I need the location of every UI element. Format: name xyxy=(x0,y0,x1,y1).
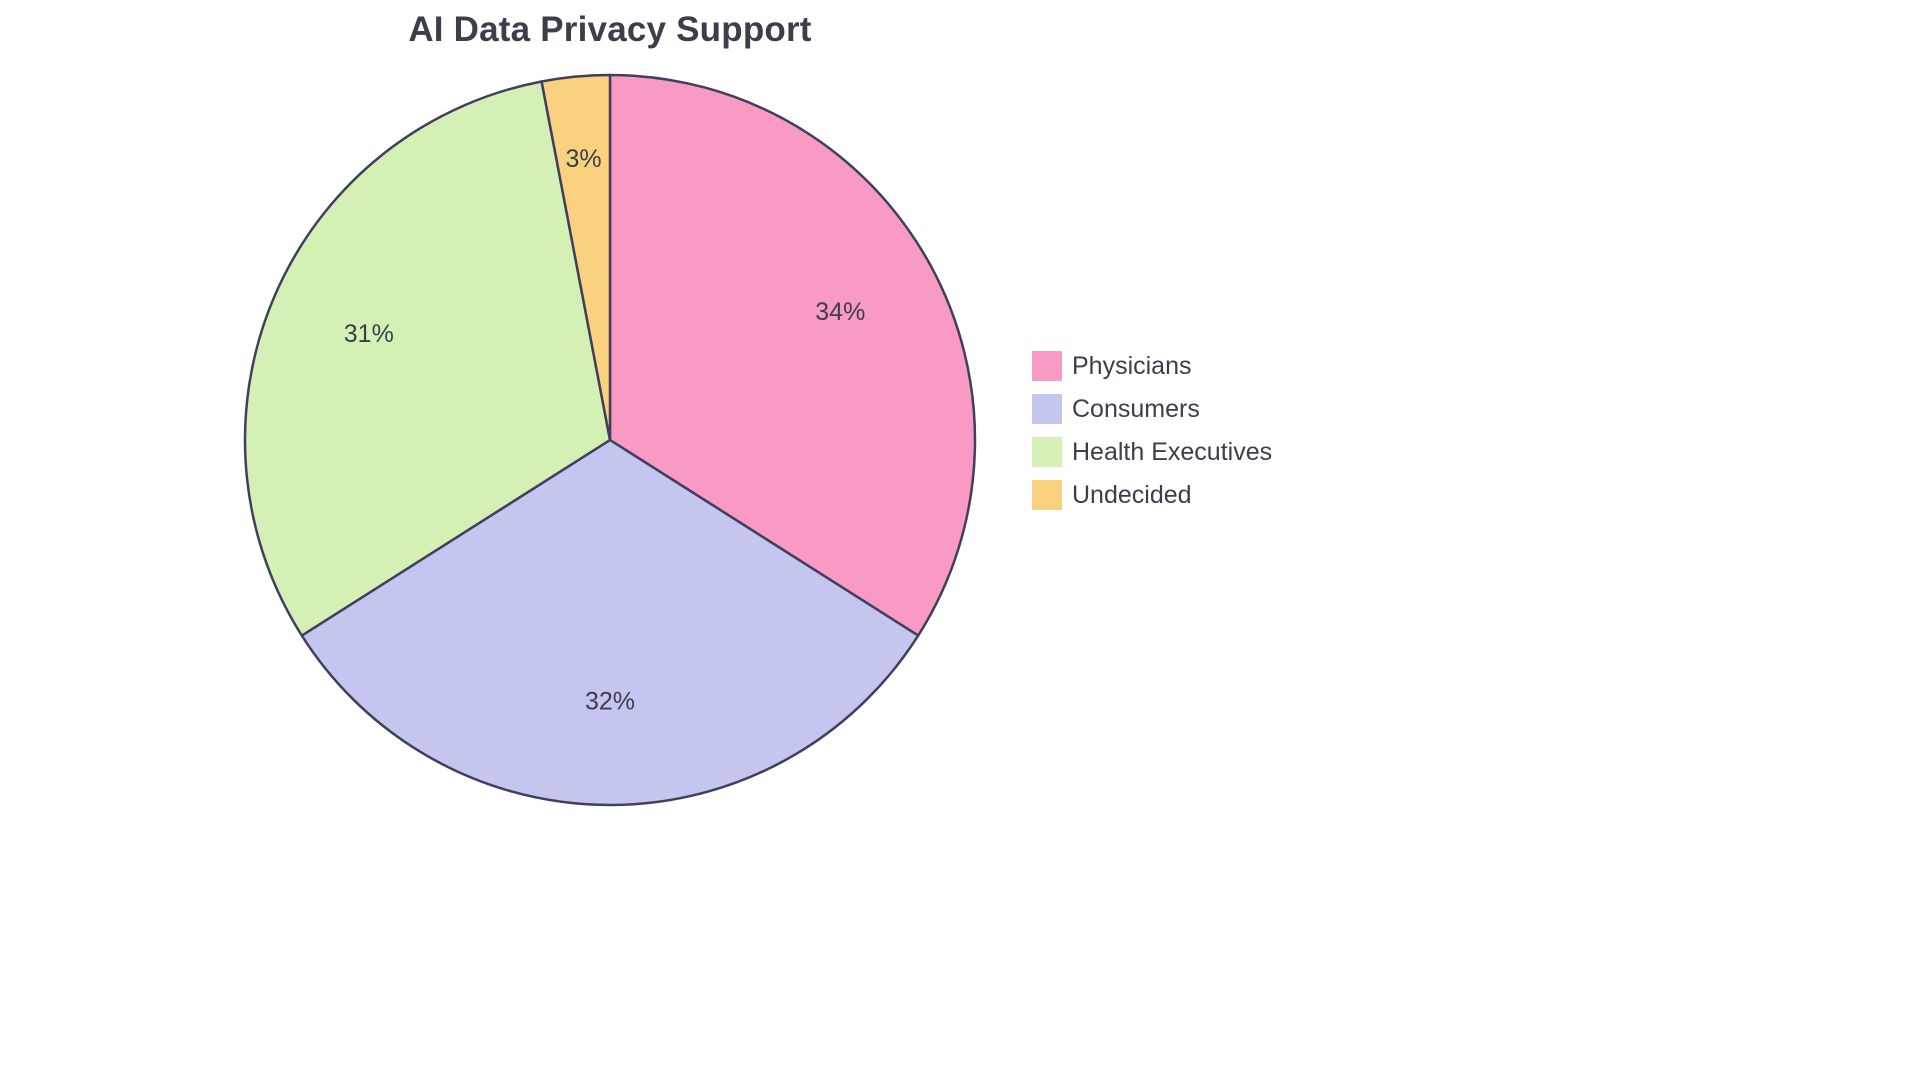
pie-slice-physicians xyxy=(608,73,977,637)
pie-slice-undecided xyxy=(540,73,612,442)
legend-label-consumers: Consumers xyxy=(1072,394,1200,423)
legend-label-physicians: Physicians xyxy=(1072,351,1192,380)
legend-item-physicians: Physicians xyxy=(1032,351,1272,381)
legend-label-health-executives: Health Executives xyxy=(1072,437,1273,466)
legend-swatch-physicians xyxy=(1032,351,1062,381)
legend-item-health-executives: Health Executives xyxy=(1032,437,1272,467)
legend: Physicians Consumers Health Executives Unde… xyxy=(1032,351,1272,510)
pie-slice-consumers xyxy=(300,438,920,807)
slice-percent-label-consumers: 32% xyxy=(585,687,635,715)
legend-swatch-undecided xyxy=(1032,480,1062,510)
slice-percent-label-health-executives: 31% xyxy=(344,320,394,348)
legend-swatch-health-executives xyxy=(1032,437,1062,467)
legend-item-undecided: Undecided xyxy=(1032,480,1272,510)
slice-percent-label-undecided: 3% xyxy=(566,145,602,173)
slice-percent-label-physicians: 34% xyxy=(815,298,865,326)
legend-label-undecided: Undecided xyxy=(1072,480,1192,509)
legend-swatch-consumers xyxy=(1032,394,1062,424)
pie-slice-health-executives xyxy=(243,80,612,637)
chart-title: AI Data Privacy Support xyxy=(408,10,812,49)
legend-item-consumers: Consumers xyxy=(1032,394,1272,424)
